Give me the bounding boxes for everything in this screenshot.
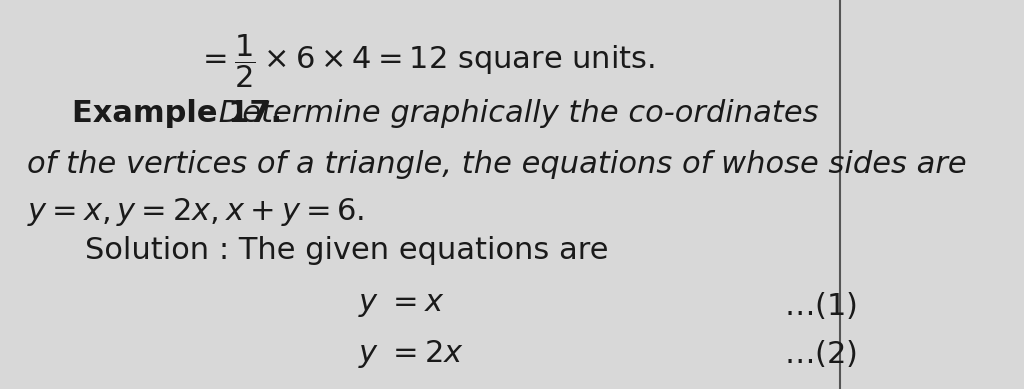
Text: $y = x, y = 2x, x + y = 6.$: $y = x, y = 2x, x + y = 6.$ — [28, 196, 365, 228]
Text: $y\ =x$: $y\ =x$ — [358, 290, 444, 319]
Text: of the vertices of a triangle, the equations of whose sides are: of the vertices of a triangle, the equat… — [28, 150, 967, 179]
Text: $= \dfrac{1}{2} \times 6 \times 4 = 12$ square units.: $= \dfrac{1}{2} \times 6 \times 4 = 12$ … — [198, 32, 655, 90]
Text: $\ldots(1)$: $\ldots(1)$ — [784, 290, 857, 321]
Text: Solution : The given equations are: Solution : The given equations are — [85, 236, 608, 265]
Text: Determine graphically the co-ordinates: Determine graphically the co-ordinates — [209, 99, 818, 128]
Text: $y\ =2x$: $y\ =2x$ — [358, 338, 464, 370]
Text: Example 17.: Example 17. — [73, 99, 283, 128]
Text: $\ldots(2)$: $\ldots(2)$ — [784, 338, 857, 369]
